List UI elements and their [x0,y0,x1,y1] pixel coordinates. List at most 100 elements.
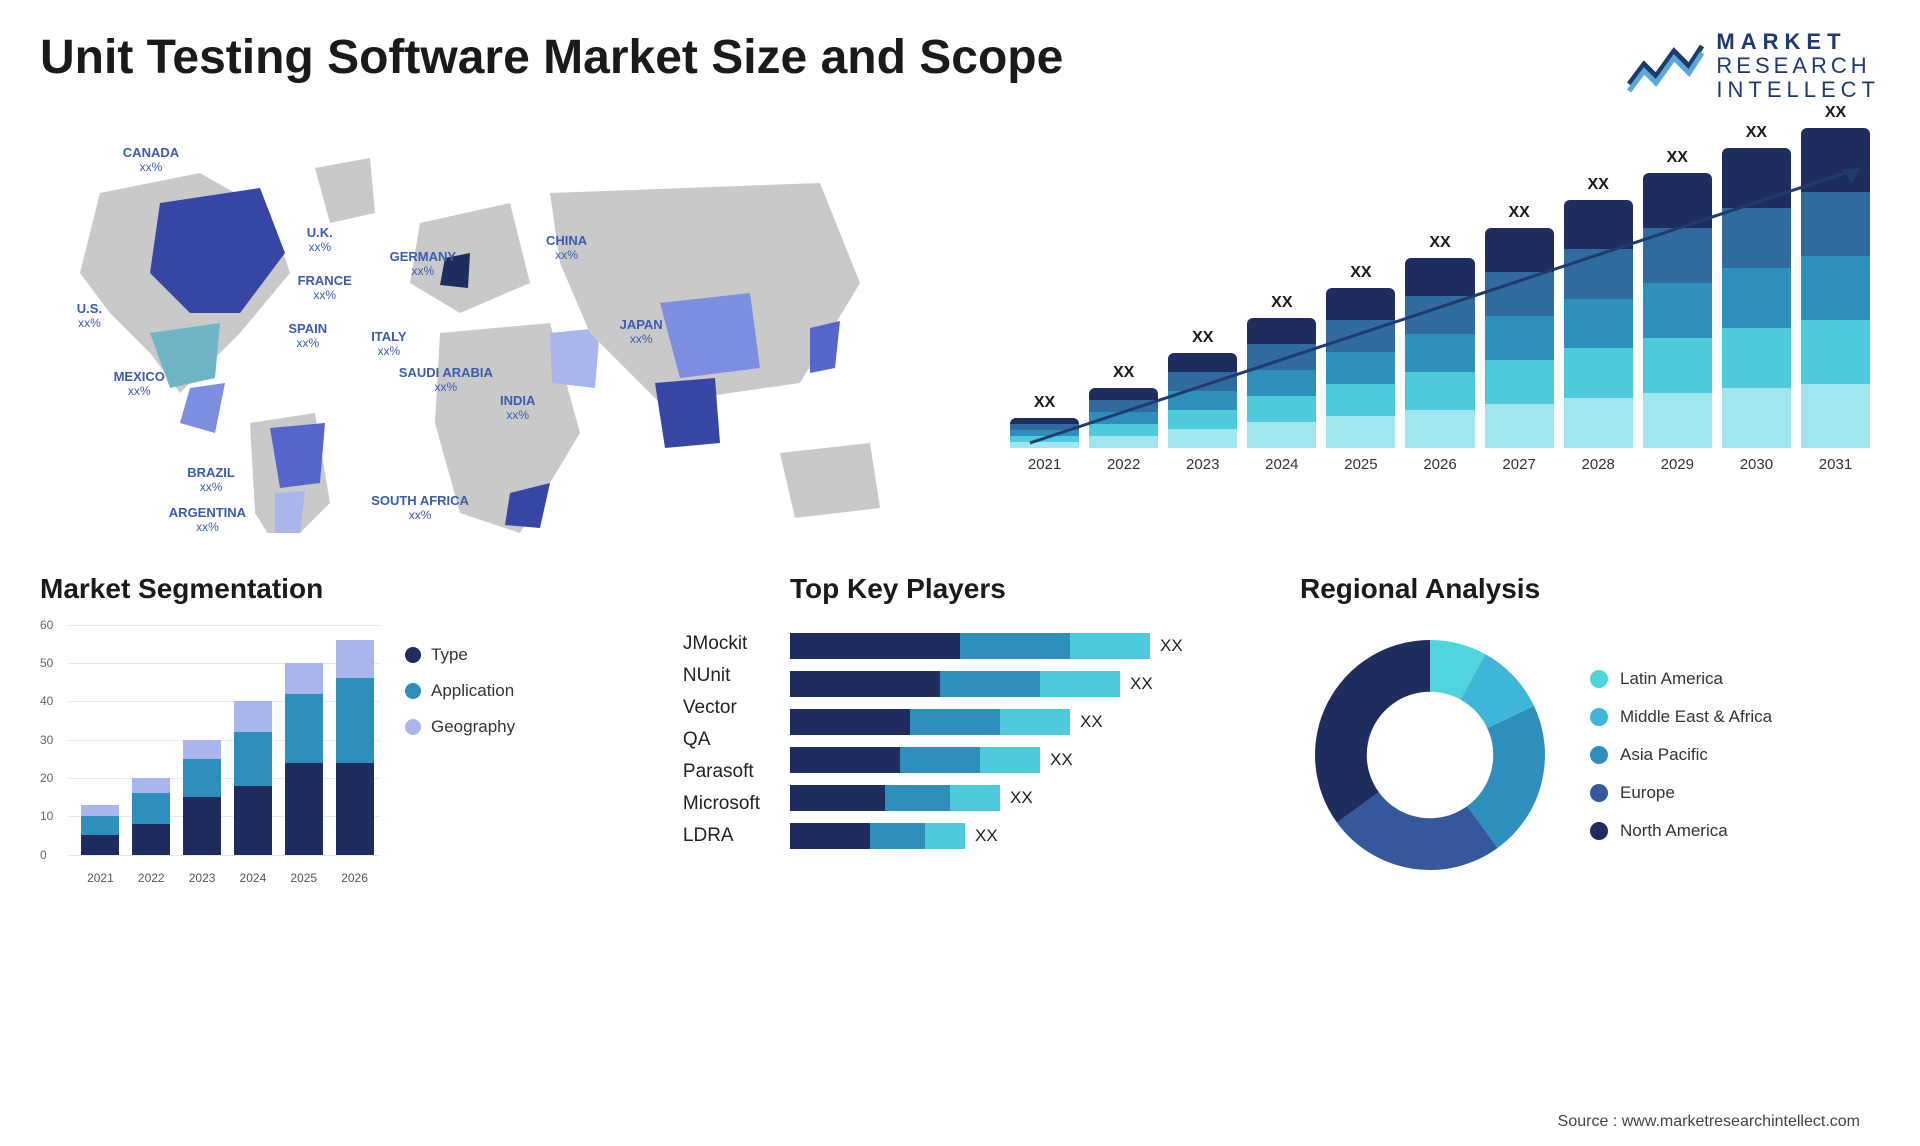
key-player-value: XX [1010,788,1033,808]
country-label-spain: SPAINxx% [288,321,327,351]
growth-year-label: 2022 [1107,456,1140,473]
country-label-india: INDIAxx% [500,393,535,423]
country-label-germany: GERMANYxx% [390,249,456,279]
key-player-value: XX [1080,712,1103,732]
header: Unit Testing Software Market Size and Sc… [40,30,1880,103]
logo-text: MARKET RESEARCH INTELLECT [1716,30,1880,103]
seg-ytick: 60 [40,618,53,632]
growth-year-label: 2026 [1423,456,1456,473]
growth-year-label: 2031 [1819,456,1852,473]
growth-bar-2029: XX2029 [1643,149,1712,473]
country-label-france: FRANCExx% [298,273,352,303]
logo-icon [1624,36,1704,96]
growth-chart: XX 2021 XX2022 XX 2023 XX 2024 XX 2025 XX 2026 XX20… [1000,133,1880,533]
growth-year-label: 2024 [1265,456,1298,473]
growth-bar-2022: XX2022 [1089,364,1158,473]
key-player-value: XX [1160,636,1183,656]
logo: MARKET RESEARCH INTELLECT [1624,30,1880,103]
segmentation-player-list: JMockitNUnitVectorQAParasoftMicrosoftLDR… [683,625,760,885]
growth-bar-2025: XX 2025 [1326,264,1395,473]
growth-year-label: 2027 [1502,456,1535,473]
regional-panel: Regional Analysis Latin America Middle Ea… [1300,573,1880,885]
seg-ytick: 40 [40,694,53,708]
growth-bar-2030: XX 2030 [1722,124,1791,473]
country-label-u-s-: U.S.xx% [77,301,102,331]
player-list-item: QA [683,729,760,751]
key-player-row: XX [790,747,1270,773]
seg-year-label: 2024 [240,871,267,885]
regional-title: Regional Analysis [1300,573,1880,605]
player-list-item: Parasoft [683,761,760,783]
growth-bar-label: XX [1192,329,1213,347]
growth-bar-label: XX [1508,204,1529,222]
regional-donut [1300,625,1560,885]
seg-legend-item: Geography [405,717,658,737]
segmentation-panel: Market Segmentation 0 10 20 30 40 50 60 2021 202… [40,573,760,885]
segmentation-legend: TypeApplicationGeography [405,625,658,885]
source-text: Source : www.marketresearchintellect.com [1558,1113,1860,1131]
page-title: Unit Testing Software Market Size and Sc… [40,30,1063,85]
regional-legend-item: Latin America [1590,669,1772,689]
regional-legend-dot [1590,746,1608,764]
growth-bar-label: XX [1588,176,1609,194]
key-players-title: Top Key Players [790,573,1270,605]
segmentation-chart: 0102030405060202120222023202420252026 [40,625,380,885]
seg-year-label: 2021 [87,871,114,885]
seg-bar-2024 [234,701,272,854]
country-label-saudi-arabia: SAUDI ARABIAxx% [399,365,493,395]
seg-bar-2025 [285,663,323,855]
key-players-panel: Top Key Players XXXXXXXXXXXX [790,573,1270,885]
seg-ytick: 0 [40,848,47,862]
growth-year-label: 2023 [1186,456,1219,473]
seg-ytick: 20 [40,771,53,785]
country-label-canada: CANADAxx% [123,145,179,175]
growth-year-label: 2029 [1661,456,1694,473]
seg-legend-dot [405,683,421,699]
growth-bar-2021: XX 2021 [1010,394,1079,473]
regional-legend-dot [1590,708,1608,726]
seg-ytick: 10 [40,809,53,823]
player-list-item: LDRA [683,825,760,847]
player-list-item: Vector [683,697,760,719]
player-list-item: Microsoft [683,793,760,815]
seg-legend-dot [405,647,421,663]
seg-bar-2022 [132,778,170,855]
growth-bar-2023: XX 2023 [1168,329,1237,473]
growth-year-label: 2030 [1740,456,1773,473]
seg-bar-2023 [183,740,221,855]
key-player-row: XX [790,823,1270,849]
country-label-china: CHINAxx% [546,233,587,263]
world-map [40,133,960,533]
regional-legend-item: North America [1590,821,1772,841]
country-label-u-k-: U.K.xx% [307,225,333,255]
seg-year-label: 2026 [341,871,368,885]
regional-legend-item: Middle East & Africa [1590,707,1772,727]
growth-year-label: 2021 [1028,456,1061,473]
growth-bar-2028: XX 2028 [1564,176,1633,473]
regional-legend-dot [1590,670,1608,688]
segmentation-title: Market Segmentation [40,573,760,605]
key-player-value: XX [975,826,998,846]
growth-bar-label: XX [1825,104,1846,122]
growth-bar-label: XX [1350,264,1371,282]
key-player-row: XX [790,785,1270,811]
regional-legend-item: Asia Pacific [1590,745,1772,765]
country-label-argentina: ARGENTINAxx% [169,505,246,535]
seg-bar-2021 [81,805,119,855]
regional-legend-dot [1590,784,1608,802]
seg-legend-item: Application [405,681,658,701]
regional-legend: Latin America Middle East & Africa Asia Pa… [1590,669,1772,841]
growth-bar-label: XX [1034,394,1055,412]
seg-ytick: 30 [40,733,53,747]
growth-bar-2031: XX 2031 [1801,104,1870,473]
seg-ytick: 50 [40,656,53,670]
country-label-south-africa: SOUTH AFRICAxx% [371,493,469,523]
world-map-section: CANADAxx%U.S.xx%MEXICOxx%BRAZILxx%ARGENT… [40,133,960,533]
growth-year-label: 2025 [1344,456,1377,473]
growth-year-label: 2028 [1582,456,1615,473]
country-label-mexico: MEXICOxx% [114,369,165,399]
country-label-japan: JAPANxx% [620,317,663,347]
seg-year-label: 2023 [189,871,216,885]
key-player-row: XX [790,709,1270,735]
growth-bar-label: XX [1746,124,1767,142]
